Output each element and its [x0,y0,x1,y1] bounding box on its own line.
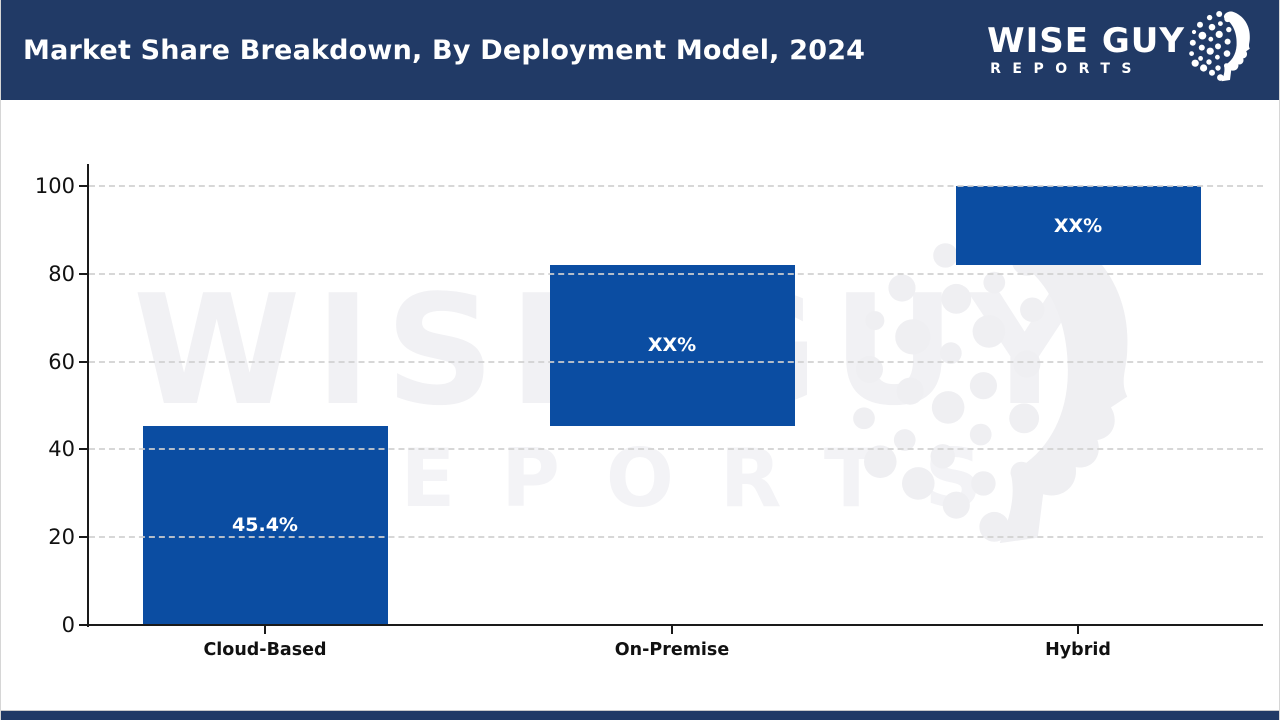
brand-face-icon [1179,8,1263,92]
x-tick-1 [671,626,673,634]
y-axis-line [87,164,89,627]
y-tick-label: 80 [48,261,75,286]
bar-cloud-based [142,425,388,625]
y-tick-100 [79,185,87,187]
gridline-100 [89,185,1263,187]
y-tick-20 [79,536,87,539]
bar-value-label: XX% [647,334,697,357]
bar-hybrid [955,186,1201,266]
gridline-60 [89,360,1263,363]
plot-area: 45.4% XX% XX% 0 20 40 60 80 100 Cloud-Based On-Pre… [1,100,1279,710]
gridline-40 [89,448,1263,451]
y-tick-0 [79,624,87,626]
gridline-20 [89,536,1263,539]
brand-logo: WISE GUY REPORTS [987,8,1263,92]
footer-band [1,710,1279,720]
bar-value-label: 45.4% [232,514,298,537]
chart-title: Market Share Breakdown, By Deployment Mo… [23,34,866,66]
y-tick-40 [79,448,87,451]
y-tick-label: 40 [48,437,75,462]
y-tick-60 [79,360,87,363]
x-axis-line [87,624,1263,626]
y-tick-label: 20 [48,525,75,550]
gridline-80 [89,272,1263,275]
y-tick-label: 60 [48,349,75,374]
y-tick-label: 100 [34,174,75,198]
bar-on-premise [549,265,795,426]
brand-name: WISE GUY [987,21,1185,61]
x-tick-2 [1077,626,1079,634]
y-tick-80 [79,272,87,275]
brand-subname: REPORTS [990,61,1143,77]
brand-logo-text: WISE GUY REPORTS [987,24,1185,76]
bar-value-label: XX% [1053,214,1103,237]
watermark-brand-subname: REPORTS [293,432,1029,525]
x-axis-label: On-Premise [614,640,730,660]
y-tick-label: 0 [61,613,75,637]
x-axis-label: Hybrid [1045,640,1111,660]
x-tick-0 [264,626,266,634]
header-band: Market Share Breakdown, By Deployment Mo… [1,0,1279,100]
x-axis-label: Cloud-Based [203,640,327,660]
